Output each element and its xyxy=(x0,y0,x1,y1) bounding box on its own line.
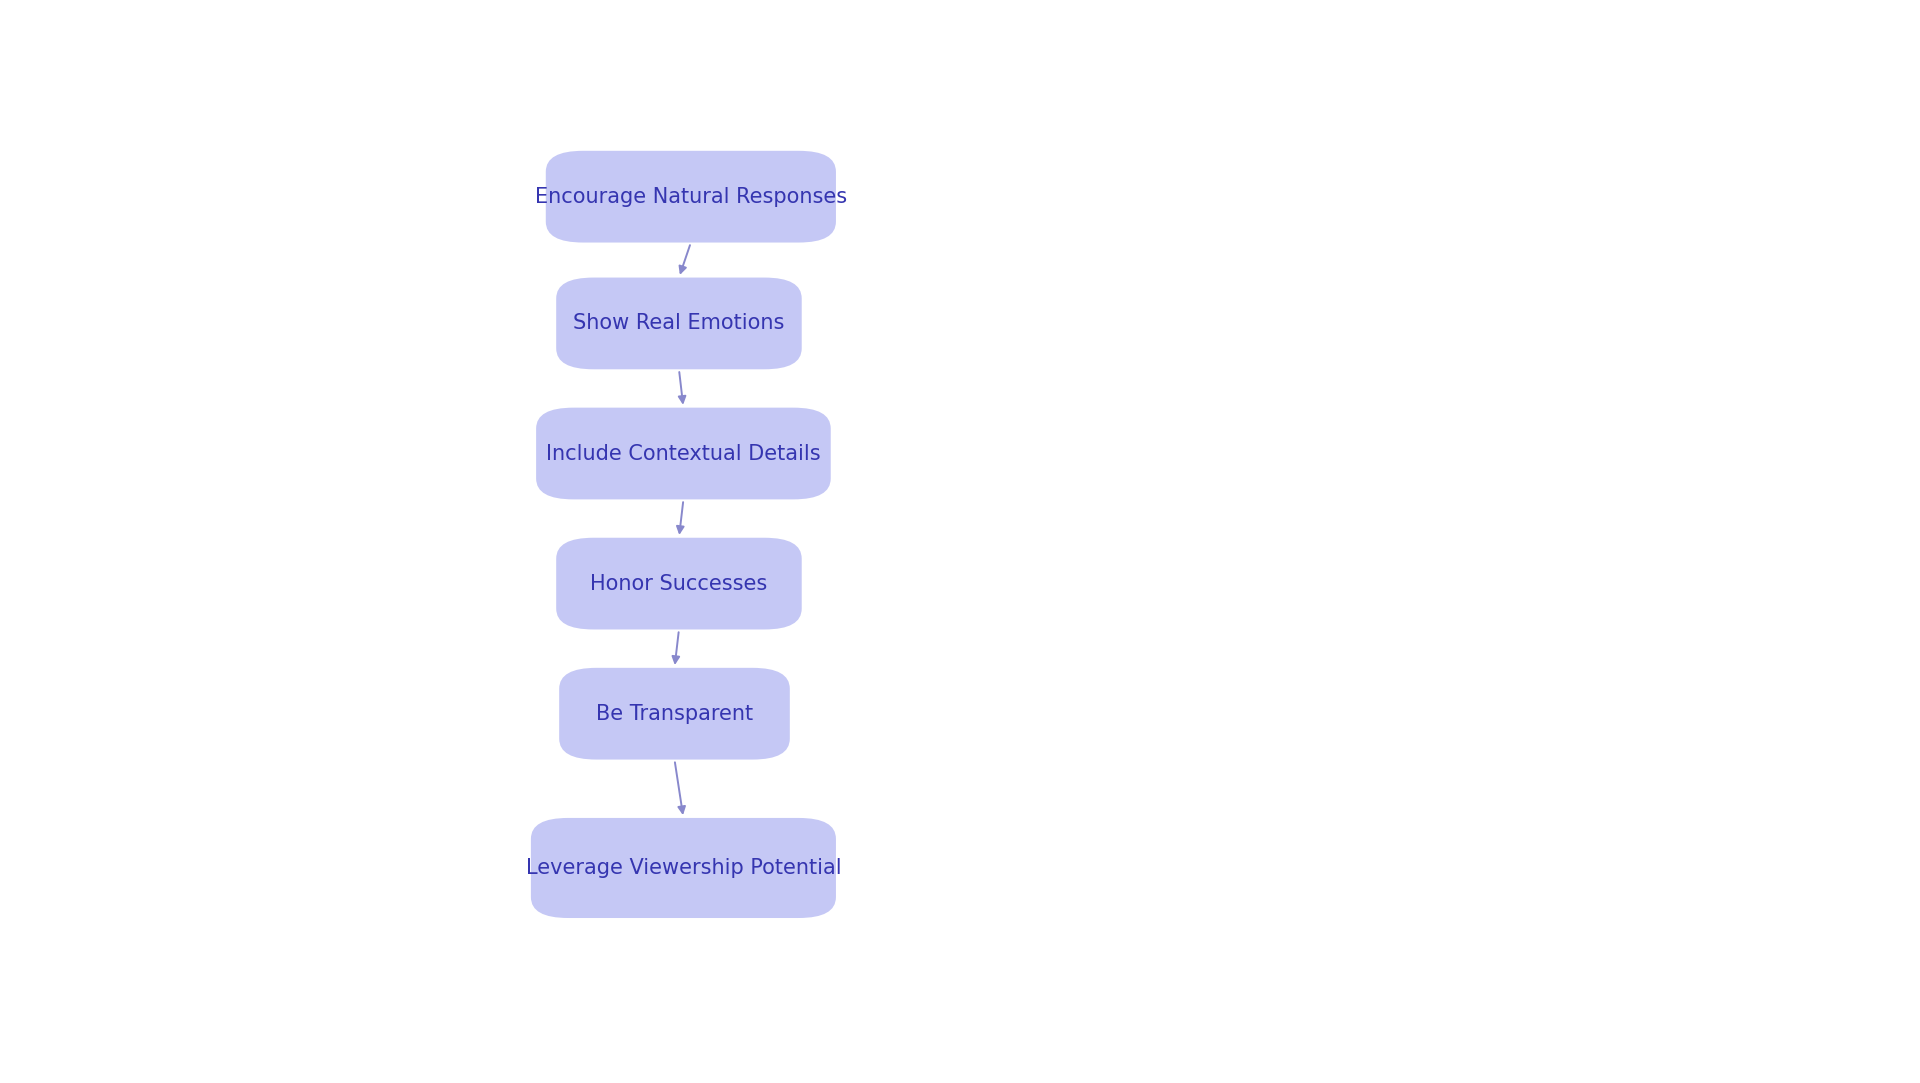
Text: Honor Successes: Honor Successes xyxy=(589,574,768,593)
Text: Include Contextual Details: Include Contextual Details xyxy=(545,444,820,464)
Text: Leverage Viewership Potential: Leverage Viewership Potential xyxy=(526,858,841,878)
Text: Show Real Emotions: Show Real Emotions xyxy=(574,313,785,334)
FancyBboxPatch shape xyxy=(532,818,835,918)
FancyBboxPatch shape xyxy=(536,407,831,499)
FancyBboxPatch shape xyxy=(557,538,803,629)
FancyBboxPatch shape xyxy=(559,668,789,759)
Text: Encourage Natural Responses: Encourage Natural Responses xyxy=(536,186,847,207)
FancyBboxPatch shape xyxy=(545,151,835,243)
FancyBboxPatch shape xyxy=(557,277,803,369)
Text: Be Transparent: Be Transparent xyxy=(595,704,753,723)
